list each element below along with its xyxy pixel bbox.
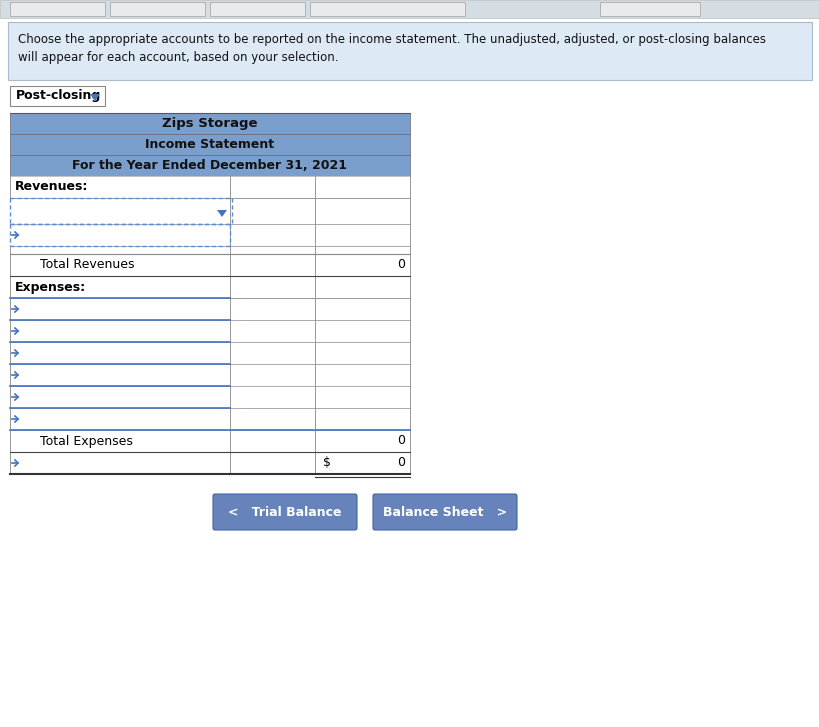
- Bar: [210, 2, 305, 16]
- Bar: [10, 2, 105, 16]
- Bar: [10, 298, 409, 320]
- Polygon shape: [90, 94, 100, 101]
- Text: Balance Sheet   >: Balance Sheet >: [382, 505, 506, 518]
- Bar: [10, 408, 409, 430]
- Bar: [0, 0, 819, 18]
- Polygon shape: [217, 210, 227, 217]
- Bar: [10, 342, 409, 364]
- Text: Total Expenses: Total Expenses: [40, 435, 133, 448]
- Bar: [10, 198, 409, 224]
- Text: Income Statement: Income Statement: [145, 138, 274, 151]
- Bar: [110, 2, 205, 16]
- Bar: [8, 22, 811, 80]
- Text: 0: 0: [396, 457, 405, 470]
- Text: Revenues:: Revenues:: [15, 180, 88, 193]
- Bar: [10, 246, 409, 254]
- Bar: [10, 452, 409, 474]
- Bar: [10, 276, 409, 298]
- Text: For the Year Ended December 31, 2021: For the Year Ended December 31, 2021: [72, 159, 347, 172]
- Bar: [10, 134, 409, 155]
- Bar: [10, 364, 409, 386]
- Text: 0: 0: [396, 259, 405, 271]
- Bar: [10, 176, 409, 198]
- Text: Total Revenues: Total Revenues: [40, 259, 134, 271]
- Text: will appear for each account, based on your selection.: will appear for each account, based on y…: [18, 51, 338, 64]
- Text: $: $: [323, 457, 331, 470]
- Text: Expenses:: Expenses:: [15, 281, 86, 294]
- Bar: [600, 2, 699, 16]
- Text: Post-closing: Post-closing: [16, 89, 101, 103]
- Bar: [10, 386, 409, 408]
- Bar: [10, 320, 409, 342]
- Bar: [10, 224, 409, 246]
- Bar: [10, 113, 409, 134]
- FancyBboxPatch shape: [373, 494, 516, 530]
- Bar: [10, 254, 409, 276]
- Text: Choose the appropriate accounts to be reported on the income statement. The unad: Choose the appropriate accounts to be re…: [18, 33, 765, 46]
- Text: 0: 0: [396, 435, 405, 448]
- Bar: [10, 430, 409, 452]
- Bar: [10, 155, 409, 176]
- Text: Zips Storage: Zips Storage: [162, 117, 257, 130]
- Bar: [10, 86, 105, 106]
- Text: <   Trial Balance: < Trial Balance: [228, 505, 342, 518]
- FancyBboxPatch shape: [213, 494, 356, 530]
- Bar: [310, 2, 464, 16]
